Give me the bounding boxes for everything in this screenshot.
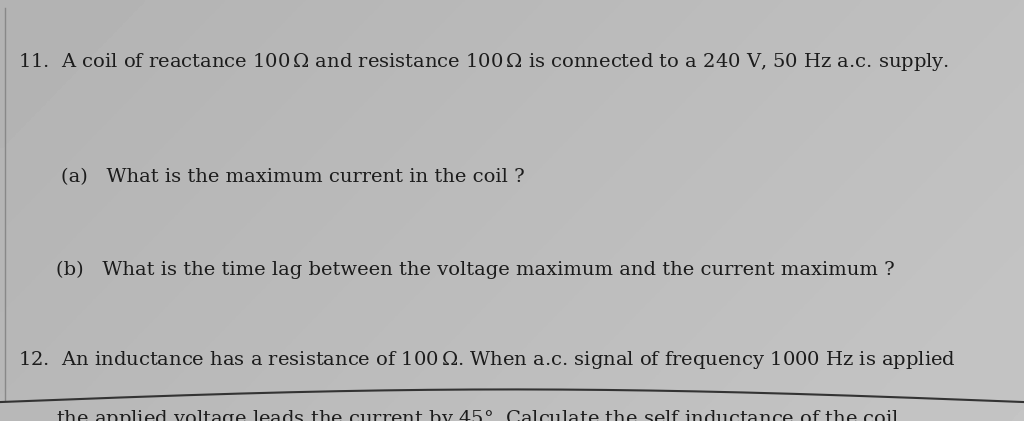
Text: the applied voltage leads the current by 45$\degree$. Calculate the self inducta: the applied voltage leads the current by… <box>56 408 905 421</box>
Text: (a)   What is the maximum current in the coil ?: (a) What is the maximum current in the c… <box>61 168 525 187</box>
Text: 11.  A coil of reactance $100\,\Omega$ and resistance $100\,\Omega$ is connected: 11. A coil of reactance $100\,\Omega$ an… <box>18 51 949 72</box>
Text: (b)   What is the time lag between the voltage maximum and the current maximum ?: (b) What is the time lag between the vol… <box>56 261 895 279</box>
Text: 12.  An inductance has a resistance of $100\,\Omega$. When a.c. signal of freque: 12. An inductance has a resistance of $1… <box>18 349 956 371</box>
